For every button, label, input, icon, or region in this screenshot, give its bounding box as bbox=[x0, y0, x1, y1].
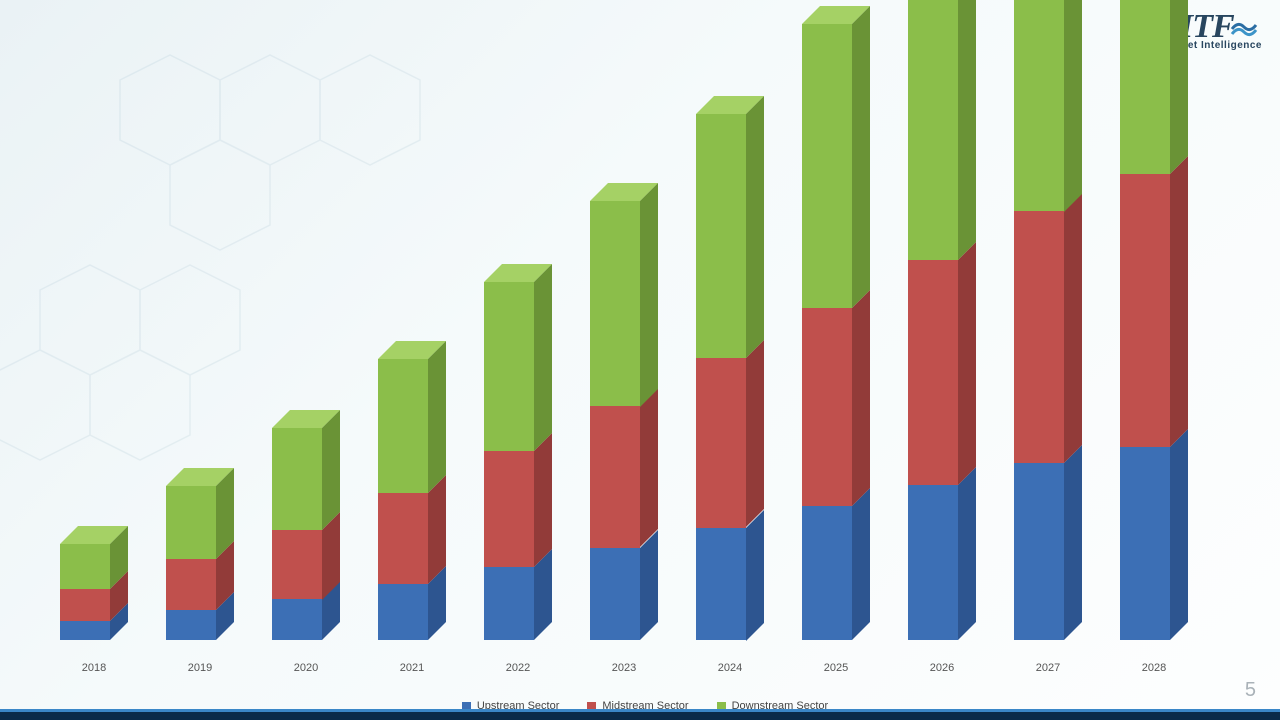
bar-segment-upstream bbox=[484, 567, 534, 640]
x-axis-label: 2024 bbox=[718, 662, 742, 674]
bar-side-midstream bbox=[1170, 156, 1188, 447]
bar-segment-downstream bbox=[802, 24, 852, 308]
slide: HTF Market Intelligence 2018201920202021… bbox=[0, 0, 1280, 720]
bar-segment-upstream bbox=[696, 528, 746, 641]
bar-side-upstream bbox=[852, 488, 870, 640]
bar-side-midstream bbox=[1064, 193, 1082, 463]
bar-segment-downstream bbox=[378, 359, 428, 493]
bar-segment-upstream bbox=[1120, 447, 1170, 640]
bar-segment-downstream bbox=[908, 0, 958, 260]
bar-segment-upstream bbox=[272, 599, 322, 640]
bar-segment-upstream bbox=[590, 548, 640, 640]
bar-segment-midstream bbox=[378, 493, 428, 584]
bar-side-downstream bbox=[640, 183, 658, 407]
bar-side-downstream bbox=[1064, 0, 1082, 211]
bar-segment-midstream bbox=[908, 260, 958, 485]
bar-side-downstream bbox=[428, 341, 446, 493]
bar-side-downstream bbox=[322, 410, 340, 530]
x-axis-label: 2028 bbox=[1142, 662, 1166, 674]
bar-side-downstream bbox=[852, 6, 870, 308]
bar-segment-midstream bbox=[272, 530, 322, 600]
x-axis-label: 2023 bbox=[612, 662, 636, 674]
x-axis-label: 2026 bbox=[930, 662, 954, 674]
bar-segment-midstream bbox=[590, 406, 640, 547]
bar-segment-midstream bbox=[1014, 211, 1064, 463]
bar-side-midstream bbox=[746, 340, 764, 527]
bar-segment-downstream bbox=[1120, 0, 1170, 174]
page-number: 5 bbox=[1245, 679, 1256, 702]
bar-side-midstream bbox=[640, 388, 658, 547]
footer-accent-bar bbox=[0, 712, 1280, 720]
bar-segment-midstream bbox=[484, 451, 534, 567]
bar-segment-downstream bbox=[272, 428, 322, 530]
bar-segment-upstream bbox=[166, 610, 216, 640]
bar-segment-upstream bbox=[802, 506, 852, 640]
bar-side-downstream bbox=[534, 264, 552, 451]
bar-segment-downstream bbox=[590, 201, 640, 407]
bar-side-upstream bbox=[746, 510, 764, 641]
bar-side-downstream bbox=[1170, 0, 1188, 174]
bar-side-midstream bbox=[958, 242, 976, 485]
bar-segment-downstream bbox=[166, 486, 216, 559]
x-axis-label: 2022 bbox=[506, 662, 530, 674]
bar-side-downstream bbox=[958, 0, 976, 260]
x-axis: 2018 2019 2020 2021 2022 2023 2024 2025 2026 2027… bbox=[60, 662, 1230, 682]
x-axis-label: 2027 bbox=[1036, 662, 1060, 674]
bar-side-upstream bbox=[640, 530, 658, 640]
bar-segment-upstream bbox=[60, 621, 110, 640]
bar-side-upstream bbox=[1170, 429, 1188, 640]
bar-segment-upstream bbox=[908, 485, 958, 640]
bar-side-midstream bbox=[534, 433, 552, 567]
x-axis-label: 2020 bbox=[294, 662, 318, 674]
bar-side-downstream bbox=[746, 96, 764, 358]
bar-segment-downstream bbox=[1014, 0, 1064, 211]
bar-side-midstream bbox=[428, 475, 446, 584]
bar-segment-midstream bbox=[1120, 174, 1170, 447]
bar-segment-upstream bbox=[378, 584, 428, 640]
bar-side-upstream bbox=[958, 467, 976, 640]
bar-segment-downstream bbox=[60, 544, 110, 589]
x-axis-label: 2019 bbox=[188, 662, 212, 674]
bar-side-midstream bbox=[852, 290, 870, 506]
chart-bars-area bbox=[60, 40, 1230, 640]
bar-segment-midstream bbox=[60, 589, 110, 621]
bar-side-upstream bbox=[1064, 445, 1082, 640]
bar-segment-downstream bbox=[484, 282, 534, 451]
x-axis-label: 2021 bbox=[400, 662, 424, 674]
bar-segment-upstream bbox=[1014, 463, 1064, 640]
bar-segment-midstream bbox=[166, 559, 216, 610]
stacked-bar-chart: 2018201920202021202220232024202520262027… bbox=[60, 40, 1230, 660]
bar-segment-midstream bbox=[802, 308, 852, 506]
bar-segment-midstream bbox=[696, 358, 746, 527]
x-axis-label: 2018 bbox=[82, 662, 106, 674]
x-axis-label: 2025 bbox=[824, 662, 848, 674]
bar-segment-downstream bbox=[696, 114, 746, 358]
